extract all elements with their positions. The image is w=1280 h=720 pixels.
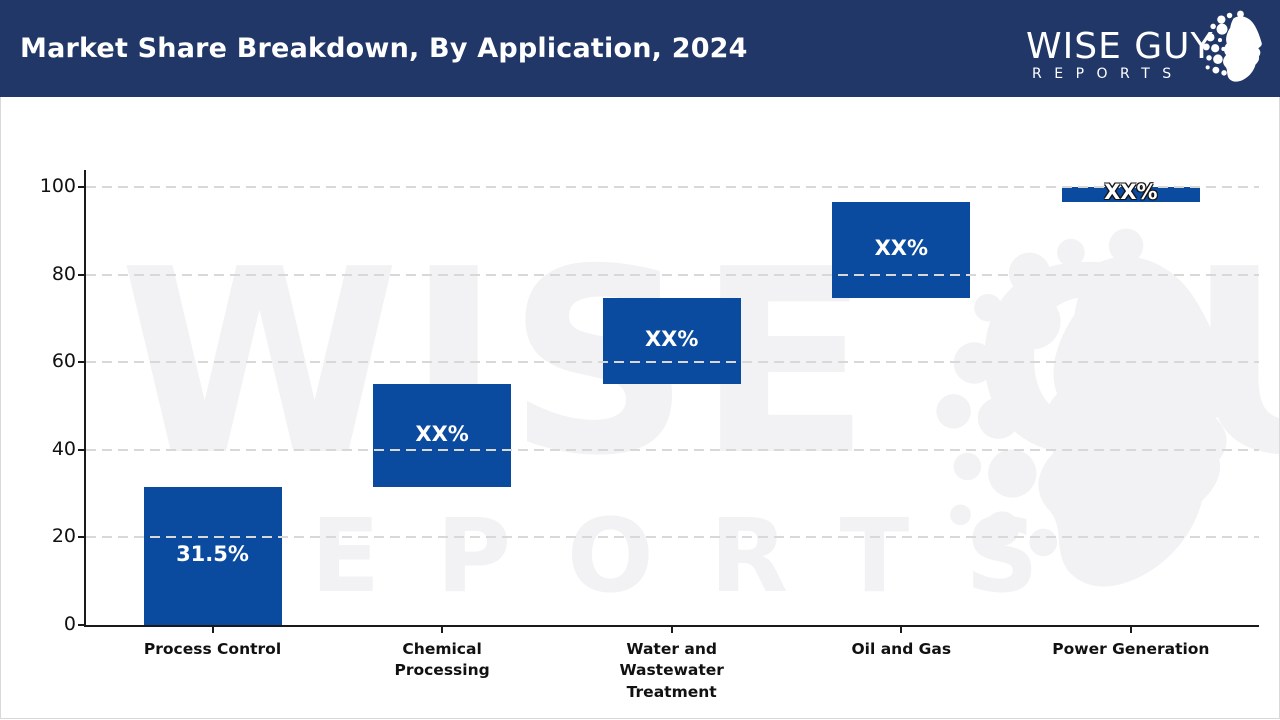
report-header: Market Share Breakdown, By Application, … bbox=[0, 0, 1280, 97]
y-axis-tick-label: 0 bbox=[63, 613, 76, 635]
x-axis-category-label: Power Generation bbox=[1036, 639, 1226, 660]
y-axis-tick bbox=[78, 448, 86, 451]
category-label-line: Treatment bbox=[626, 682, 717, 701]
y-gridline bbox=[86, 186, 1259, 188]
bar-value-label: XX% bbox=[1104, 180, 1158, 205]
y-axis-tick bbox=[78, 624, 86, 626]
category-label-line: Processing bbox=[394, 661, 490, 680]
chart-title: Market Share Breakdown, By Application, … bbox=[20, 33, 748, 64]
x-axis-line bbox=[84, 625, 1259, 627]
chart-panel: WISE GUY REPORTS 02040608010031.5%Proces… bbox=[0, 97, 1280, 719]
logo-tagline-text: REPORTS bbox=[1032, 66, 1184, 82]
y-axis-tick-label: 20 bbox=[51, 525, 76, 548]
wise-guy-reports-logo: WISE GUY REPORTS bbox=[1026, 6, 1266, 94]
x-axis-tick bbox=[441, 625, 444, 633]
bar-oil-and-gas bbox=[832, 201, 971, 298]
category-label-line: Oil and Gas bbox=[851, 640, 952, 658]
category-label-line: Chemical bbox=[402, 640, 482, 658]
x-axis-tick bbox=[670, 625, 673, 633]
bar-process-control bbox=[143, 487, 282, 625]
y-gridline bbox=[86, 448, 1259, 451]
y-axis-tick bbox=[78, 361, 86, 364]
y-axis-tick-label: 80 bbox=[51, 262, 76, 285]
bar-power-generation bbox=[1061, 187, 1200, 202]
x-axis-category-label: Chemical Processing bbox=[347, 639, 537, 682]
x-axis-category-label: Process Control bbox=[118, 639, 308, 660]
x-axis-tick bbox=[1129, 625, 1132, 633]
x-axis-tick bbox=[900, 625, 903, 633]
y-axis-tick bbox=[78, 536, 86, 539]
y-gridline bbox=[86, 273, 1259, 276]
x-axis-tick bbox=[211, 625, 214, 633]
bar-value-label: XX% bbox=[644, 326, 699, 351]
category-label-line: Power Generation bbox=[1052, 640, 1210, 658]
bar-value-label: XX% bbox=[415, 421, 469, 446]
y-gridline bbox=[86, 536, 1259, 539]
y-axis-tick-label: 40 bbox=[51, 437, 76, 460]
y-axis-tick bbox=[78, 186, 86, 188]
logo-name-text: WISE GUY bbox=[1026, 26, 1214, 67]
head-profile-icon bbox=[1198, 10, 1272, 92]
y-gridline bbox=[86, 361, 1259, 364]
x-axis-category-label: Oil and Gas bbox=[806, 639, 996, 660]
watermark-head-profile-icon bbox=[926, 202, 1271, 662]
category-label-line: Water and bbox=[626, 640, 717, 658]
y-axis-tick-label: 60 bbox=[51, 350, 76, 373]
y-axis-tick-label: 100 bbox=[39, 175, 76, 197]
category-label-line: Process Control bbox=[143, 640, 282, 658]
bar-value-label: XX% bbox=[874, 235, 929, 260]
y-axis-tick bbox=[78, 273, 86, 276]
category-label-line: Wastewater bbox=[619, 661, 724, 680]
x-axis-category-label: Water and Wastewater Treatment bbox=[577, 639, 767, 703]
y-axis-line bbox=[84, 170, 86, 627]
watermark-text-secondary: REPORTS bbox=[176, 497, 1095, 616]
bar-water-and-wastewater-treatment bbox=[602, 297, 741, 385]
bar-chemical-processing bbox=[373, 384, 512, 488]
bar-value-label: 31.5% bbox=[176, 542, 249, 566]
